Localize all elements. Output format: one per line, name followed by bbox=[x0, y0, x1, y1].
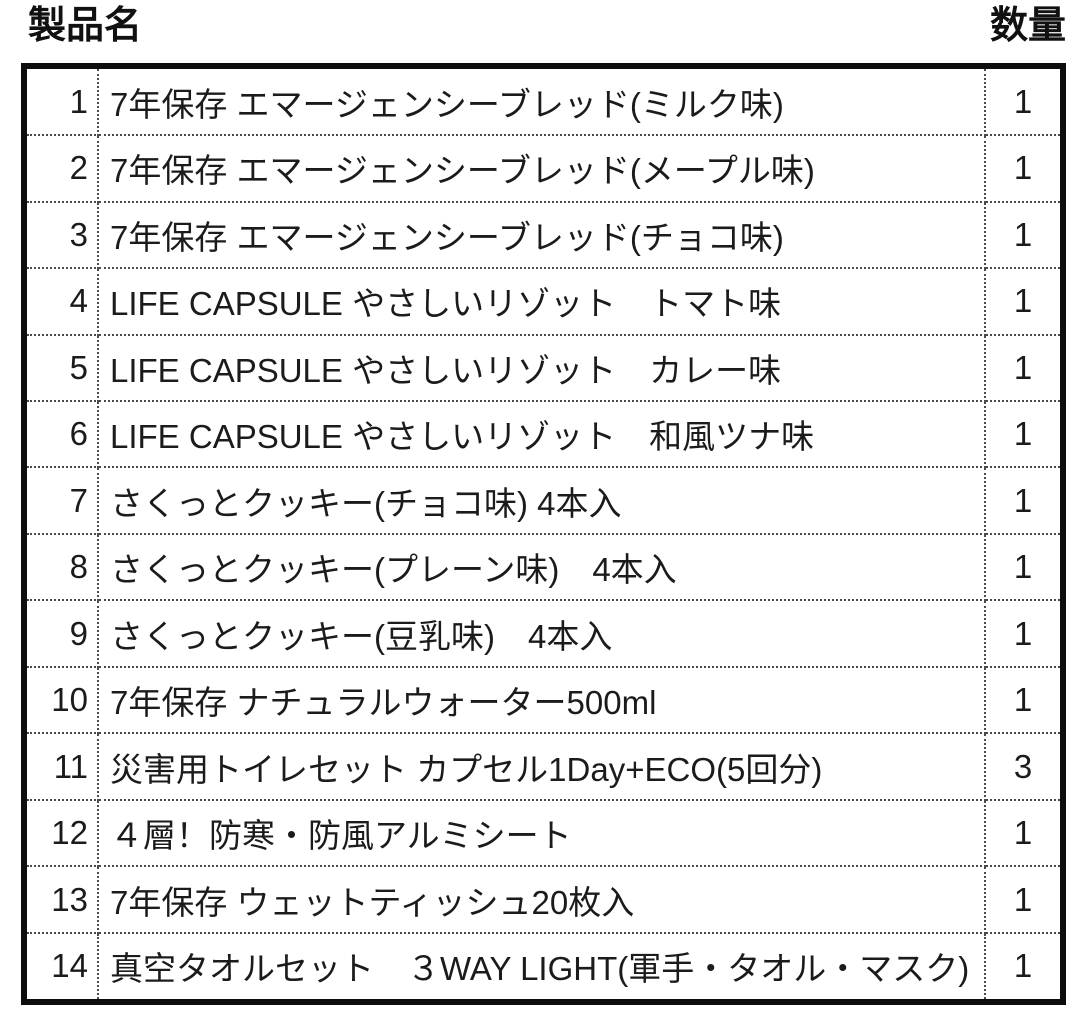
row-number-cell: 3 bbox=[24, 201, 99, 270]
product-name-cell: 災害用トイレセット カプセル1Day+ECO(5回分) bbox=[98, 733, 986, 801]
product-name-cell: 7年保存 エマージェンシーブレッド(チョコ味) bbox=[98, 201, 986, 270]
quantity-cell: 1 bbox=[985, 799, 1063, 868]
product-name-cell: さくっとクッキー(豆乳味) 4本入 bbox=[98, 600, 986, 668]
row-number-cell: 10 bbox=[24, 666, 99, 735]
quantity-cell: 1 bbox=[1013, 947, 1033, 985]
table-row: 4 LIFE CAPSULE やさしいリゾット トマト味 1 bbox=[24, 268, 1063, 336]
table-row: 9 さくっとクッキー(豆乳味) 4本入 1 bbox=[24, 600, 1063, 668]
row-number-cell: 14 bbox=[24, 932, 99, 1002]
table-row: 11 災害用トイレセット カプセル1Day+ECO(5回分) 3 bbox=[24, 733, 1063, 801]
row-number-cell: 9 bbox=[24, 600, 99, 668]
table-row: 7 さくっとクッキー(チョコ味) 4本入 1 bbox=[24, 467, 1063, 535]
row-number-cell: 11 bbox=[24, 733, 99, 801]
table-row: 13 7年保存 ウェットティッシュ20枚入 1 bbox=[24, 866, 1063, 934]
row-number-cell: 4 bbox=[24, 268, 99, 336]
quantity-cell: 1 bbox=[985, 401, 1063, 469]
table-row: 2 7年保存 エマージェンシーブレッド(メープル味) 1 bbox=[24, 135, 1063, 203]
quantity-cell: 1 bbox=[985, 201, 1063, 270]
quantity-cell: 3 bbox=[985, 733, 1063, 801]
row-number-cell: 13 bbox=[24, 866, 99, 934]
quantity-cell: 1 bbox=[985, 66, 1063, 137]
table-row: 12 ４層！防寒・防風アルミシート 1 bbox=[24, 799, 1063, 868]
quantity-cell: 1 bbox=[985, 866, 1063, 934]
product-name-cell: さくっとクッキー(チョコ味) 4本入 bbox=[98, 467, 986, 535]
table-row: 1 7年保存 エマージェンシーブレッド(ミルク味) 1 bbox=[24, 66, 1063, 137]
product-name-cell: 7年保存 ナチュラルウォーター500ml bbox=[98, 666, 986, 735]
table-row: 3 7年保存 エマージェンシーブレッド(チョコ味) 1 bbox=[24, 201, 1063, 270]
table-row: 10 7年保存 ナチュラルウォーター500ml 1 bbox=[24, 666, 1063, 735]
quantity-cell: 1 bbox=[985, 666, 1063, 735]
row-number-cell: 12 bbox=[24, 799, 99, 868]
row-number-cell: 1 bbox=[24, 66, 99, 137]
table-row: 14 真空タオルセット ３WAY LIGHT(軍手・タオル・マスク) 1 bbox=[24, 932, 1063, 1002]
product-name-header: 製品名 bbox=[28, 5, 143, 47]
product-name-cell: 7年保存 エマージェンシーブレッド(ミルク味) bbox=[98, 66, 986, 137]
row-number-cell: 7 bbox=[24, 467, 99, 535]
product-name-cell: 7年保存 ウェットティッシュ20枚入 bbox=[98, 866, 986, 934]
column-headers: 製品名 数量 bbox=[0, 4, 1080, 50]
product-name-cell: LIFE CAPSULE やさしいリゾット トマト味 bbox=[98, 268, 986, 336]
quantity-cell: 1 bbox=[985, 334, 1063, 403]
quantity-header: 数量 bbox=[989, 5, 1066, 47]
quantity-cell: 1 bbox=[985, 533, 1063, 602]
row-number-cell: 6 bbox=[24, 401, 99, 469]
quantity-cell: 1 bbox=[985, 135, 1063, 203]
quantity-cell: 1 bbox=[985, 467, 1063, 535]
table-row: 6 LIFE CAPSULE やさしいリゾット 和風ツナ味 1 bbox=[24, 401, 1063, 469]
row-number-cell: 8 bbox=[24, 533, 99, 602]
table-row: 8 さくっとクッキー(プレーン味) 4本入 1 bbox=[24, 533, 1063, 602]
product-name-cell: LIFE CAPSULE やさしいリゾット 和風ツナ味 bbox=[98, 401, 986, 469]
product-name-cell: さくっとクッキー(プレーン味) 4本入 bbox=[98, 533, 986, 602]
product-name-cell: LIFE CAPSULE やさしいリゾット カレー味 bbox=[98, 334, 986, 403]
row-number-cell: 2 bbox=[24, 135, 99, 203]
quantity-cell: 1 bbox=[985, 268, 1063, 336]
product-name-cell: 真空タオルセット ３WAY LIGHT(軍手・タオル・マスク) bbox=[98, 932, 986, 1002]
quantity-cell: 1 bbox=[985, 600, 1063, 668]
table-row: 5 LIFE CAPSULE やさしいリゾット カレー味 1 bbox=[24, 334, 1063, 403]
product-name-cell: 7年保存 エマージェンシーブレッド(メープル味) bbox=[98, 135, 986, 203]
row-number-cell: 5 bbox=[24, 334, 99, 403]
product-name-cell: ４層！防寒・防風アルミシート bbox=[98, 799, 986, 868]
product-table: 1 7年保存 エマージェンシーブレッド(ミルク味) 1 2 7年保存 エマージェ… bbox=[21, 63, 1066, 1005]
